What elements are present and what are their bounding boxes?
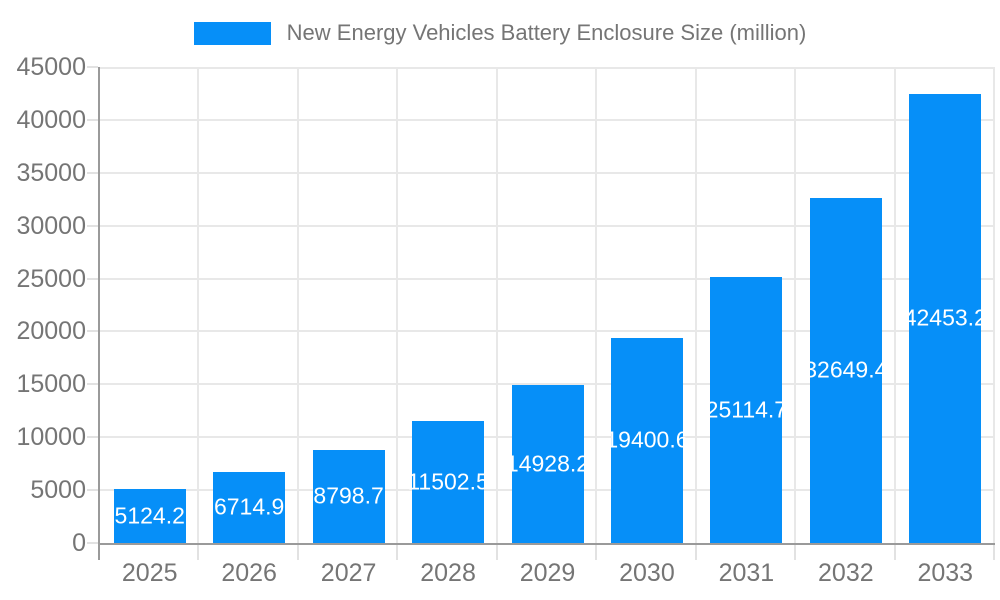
y-tick-label: 15000 [16, 370, 86, 399]
bar-2028[interactable] [412, 421, 485, 543]
bar-2031[interactable] [710, 277, 783, 543]
bar-value-label: 5124.2 [114, 502, 185, 529]
x-tick [396, 545, 399, 560]
x-tick [197, 545, 200, 560]
bar-2026[interactable] [213, 471, 286, 543]
legend-swatch [193, 21, 271, 45]
y-tick-0 [87, 542, 98, 544]
x-tick [495, 545, 498, 560]
gridline-v [296, 67, 299, 543]
gridline-v [893, 67, 896, 543]
bar-value-label: 19400.6 [605, 426, 689, 453]
gridline-v [495, 67, 498, 543]
plot-area: 5124.2 6714.9 8798.7 11502.5 14928.2 19400.6 2… [87, 66, 995, 560]
gridline-h-45000 [100, 67, 995, 69]
y-tick-20000 [87, 330, 98, 333]
bar-value-label: 25114.7 [705, 396, 788, 423]
x-tick [296, 545, 299, 560]
gridline-h-40000 [100, 118, 995, 121]
y-tick-45000 [87, 66, 98, 68]
bar-2027[interactable] [312, 449, 385, 543]
x-tick [98, 545, 100, 560]
y-tick-25000 [87, 277, 98, 280]
x-tick-label: 2028 [420, 559, 476, 587]
x-tick-label: 2032 [818, 559, 874, 587]
bar-value-label: 6714.9 [213, 493, 285, 520]
gridline-h-20000 [100, 330, 995, 333]
gridline-v [595, 67, 598, 543]
gridline-v [794, 67, 797, 543]
y-tick-label: 0 [72, 529, 86, 557]
gridline-h-25000 [100, 277, 995, 280]
gridline-v [396, 67, 399, 543]
x-tick-label: 2031 [718, 559, 775, 587]
bar-2033[interactable] [909, 93, 982, 543]
y-tick-5000 [87, 489, 98, 492]
x-tick-label: 2027 [320, 559, 377, 587]
y-tick-label: 20000 [16, 317, 86, 346]
x-tick [993, 545, 995, 560]
x-tick [893, 545, 896, 560]
bar-2030[interactable] [610, 337, 683, 543]
x-tick-label: 2033 [917, 559, 974, 587]
y-tick-40000 [87, 118, 98, 121]
y-tick-30000 [87, 224, 98, 227]
y-tick-label: 10000 [16, 423, 86, 452]
gridline-h-15000 [100, 383, 995, 386]
gridline-v [993, 67, 995, 543]
gridline-v [694, 67, 697, 543]
bar-value-label: 14928.2 [505, 450, 590, 477]
bar-2032[interactable] [809, 197, 882, 543]
x-tick [595, 545, 598, 560]
x-tick-label: 2026 [221, 559, 277, 587]
y-tick-label: 35000 [16, 158, 86, 187]
x-tick-label: 2030 [619, 559, 675, 587]
bar-value-label: 32649.4 [804, 356, 888, 383]
gridline-v [197, 67, 200, 543]
y-tick-15000 [87, 383, 98, 386]
gridline-h-30000 [100, 224, 995, 227]
gridline-h-35000 [100, 171, 995, 174]
y-tick-label: 5000 [30, 476, 86, 505]
x-tick [794, 545, 797, 560]
y-tick-label: 40000 [16, 105, 86, 134]
bar-2029[interactable] [511, 385, 584, 543]
x-tick-label: 2029 [519, 559, 576, 587]
bar-value-label: 8798.7 [313, 482, 384, 509]
x-tick [694, 545, 697, 560]
legend-label: New Energy Vehicles Battery Enclosure Si… [286, 20, 807, 45]
y-tick-10000 [87, 436, 98, 439]
bar-value-label: 11502.5 [407, 468, 489, 495]
bar-value-label: 42453.2 [903, 304, 987, 331]
y-tick-label: 30000 [16, 211, 86, 240]
y-tick-label: 25000 [16, 264, 86, 293]
y-tick-35000 [87, 171, 98, 174]
legend-item[interactable]: New Energy Vehicles Battery Enclosure Si… [0, 19, 1000, 47]
x-tick-label: 2025 [121, 559, 178, 587]
bar-2025[interactable] [113, 488, 186, 543]
y-tick-label: 45000 [16, 53, 86, 81]
